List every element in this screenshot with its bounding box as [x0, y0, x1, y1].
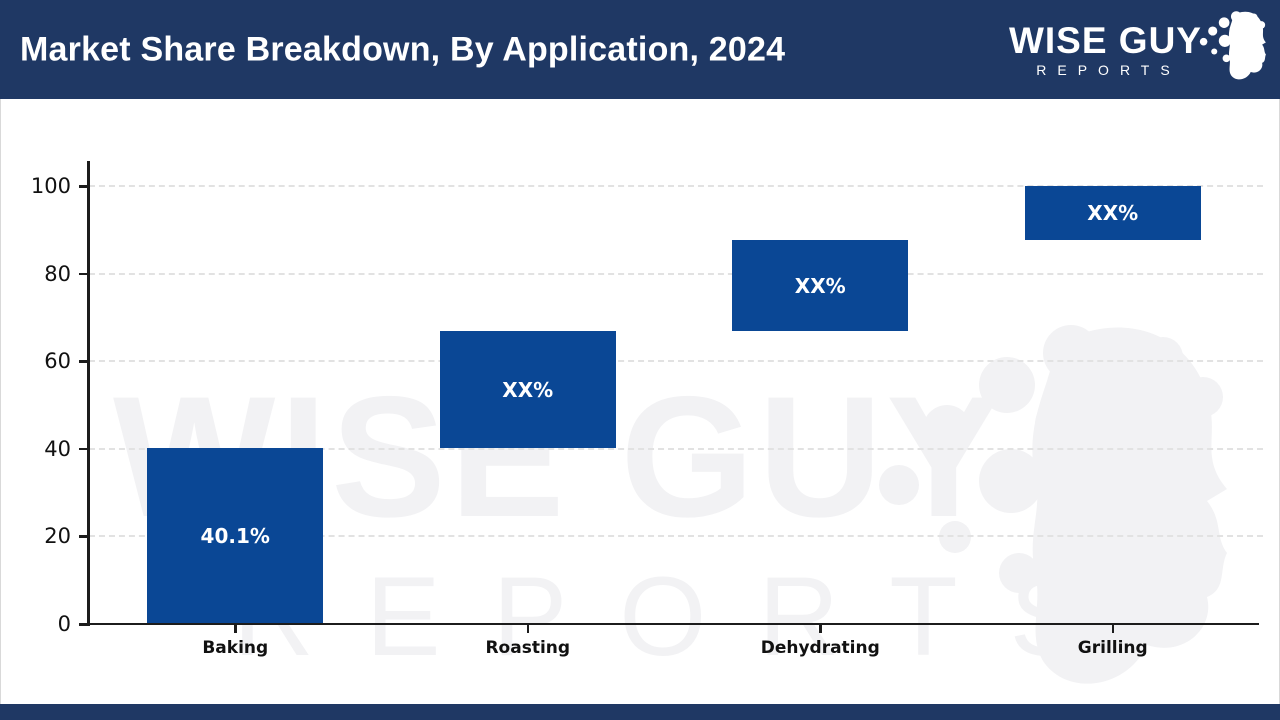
- x-axis-tick-mark: [526, 625, 530, 633]
- gridline: [89, 185, 1263, 187]
- wiseguy-logo-text: WISE GUY REPORTS: [1008, 20, 1202, 78]
- bar-roasting: XX%: [439, 331, 616, 449]
- bar-value-label: XX%: [794, 273, 846, 298]
- page-title: Market Share Breakdown, By Application, …: [20, 30, 786, 68]
- bar-grilling: XX%: [1024, 186, 1201, 240]
- gridline: [89, 447, 1263, 450]
- y-axis-spine: [87, 161, 90, 626]
- x-axis-tick-mark: [819, 625, 822, 633]
- x-axis-tick-mark: [234, 625, 237, 633]
- y-axis-tick-mark: [79, 623, 88, 626]
- y-axis-tick-label: 80: [44, 261, 71, 286]
- gridline: [89, 535, 1263, 538]
- footer-bar: [0, 704, 1280, 720]
- x-axis-spine: [81, 622, 1259, 625]
- bar-value-label: 40.1%: [200, 524, 270, 549]
- y-axis-tick-label: 0: [57, 612, 71, 636]
- bar-dehydrating: XX%: [732, 239, 909, 332]
- y-axis-tick-label: 40: [44, 436, 71, 461]
- gridline: [89, 360, 1263, 363]
- y-axis-tick-mark: [79, 272, 88, 276]
- y-axis-tick-mark: [79, 535, 88, 538]
- bar-value-label: XX%: [1087, 200, 1139, 225]
- x-axis-tick-mark: [1111, 625, 1115, 633]
- wiseguy-logo: WISE GUY REPORTS: [1009, 6, 1272, 94]
- x-axis-category-label: Dehydrating: [760, 638, 880, 658]
- x-axis-category-label: Baking: [202, 638, 269, 658]
- y-axis-tick-label: 20: [44, 524, 71, 549]
- wiseguy-face-icon: [1196, 8, 1272, 92]
- logo-name-text: WISE GUY: [1008, 20, 1202, 62]
- y-axis-tick-label: 100: [30, 174, 71, 198]
- chart-area: WISE GUY REPORTS 0 20 40 60 80 100 40.1% Baking…: [0, 99, 1280, 704]
- y-axis-tick-mark: [79, 360, 88, 363]
- x-axis-category-label: Roasting: [485, 638, 571, 658]
- y-axis-tick-label: 60: [44, 349, 71, 374]
- watermark-sub-text: REPORTS: [233, 554, 1137, 679]
- header-banner: Market Share Breakdown, By Application, …: [0, 0, 1280, 99]
- bar-baking: 40.1%: [147, 448, 324, 624]
- logo-sub-text: REPORTS: [1036, 61, 1181, 78]
- x-axis-category-label: Grilling: [1077, 638, 1148, 658]
- bar-value-label: XX%: [502, 377, 554, 402]
- y-axis-tick-mark: [79, 185, 88, 188]
- gridline: [89, 272, 1263, 275]
- y-axis-tick-mark: [79, 447, 88, 451]
